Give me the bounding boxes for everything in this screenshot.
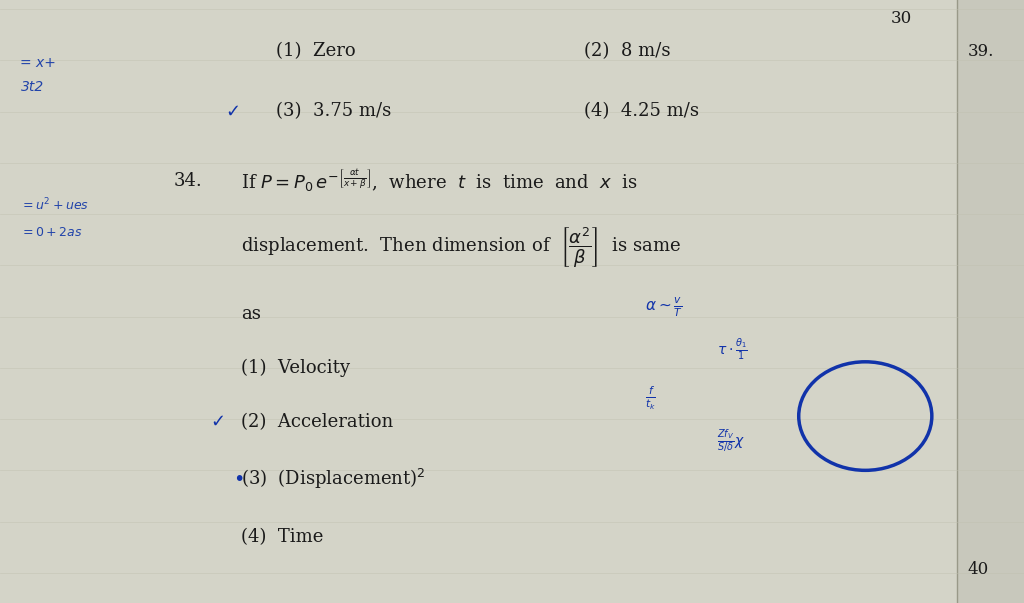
Text: If $P = P_0\,e^{-\left[\frac{\alpha t}{x+\beta}\right]}$,  where  $t$  is  time : If $P = P_0\,e^{-\left[\frac{\alpha t}{x…	[241, 168, 637, 194]
Text: (3)  (Displacement)$^2$: (3) (Displacement)$^2$	[241, 467, 425, 491]
Text: ✓: ✓	[225, 103, 241, 121]
Text: (3)  3.75 m/s: (3) 3.75 m/s	[276, 103, 392, 121]
Text: (2)  8 m/s: (2) 8 m/s	[584, 42, 670, 60]
Text: as: as	[241, 305, 260, 323]
Text: $= 0 + 2as$: $= 0 + 2as$	[20, 226, 83, 239]
Text: displacement.  Then dimension of  $\left[\dfrac{\alpha^2}{\beta}\right]$  is sam: displacement. Then dimension of $\left[\…	[241, 226, 681, 269]
Text: $\frac{f}{t_k}$: $\frac{f}{t_k}$	[645, 384, 656, 412]
Text: $\tau \cdot \frac{\theta_1}{1}$: $\tau \cdot \frac{\theta_1}{1}$	[717, 337, 748, 362]
Text: ✓: ✓	[210, 413, 225, 431]
Text: $= u^2 + ues$: $= u^2 + ues$	[20, 197, 89, 213]
Text: (4)  4.25 m/s: (4) 4.25 m/s	[584, 103, 698, 121]
Text: $\frac{Z f_V}{S/\delta} \chi$: $\frac{Z f_V}{S/\delta} \chi$	[717, 428, 744, 453]
Bar	[957, 0, 1024, 603]
Text: 39.: 39.	[968, 43, 994, 60]
Text: •: •	[233, 470, 245, 489]
Text: 3t2: 3t2	[20, 80, 44, 95]
Text: (1)  Velocity: (1) Velocity	[241, 359, 349, 377]
Text: = x+: = x+	[20, 56, 56, 71]
Text: (2)  Acceleration: (2) Acceleration	[241, 413, 393, 431]
Text: (4)  Time: (4) Time	[241, 528, 323, 546]
Text: 40: 40	[968, 561, 989, 578]
Text: $\alpha \sim \frac{v}{T}$: $\alpha \sim \frac{v}{T}$	[645, 296, 683, 319]
Text: 34.: 34.	[174, 172, 203, 190]
Text: 30: 30	[891, 10, 912, 27]
Text: (1)  Zero: (1) Zero	[276, 42, 356, 60]
